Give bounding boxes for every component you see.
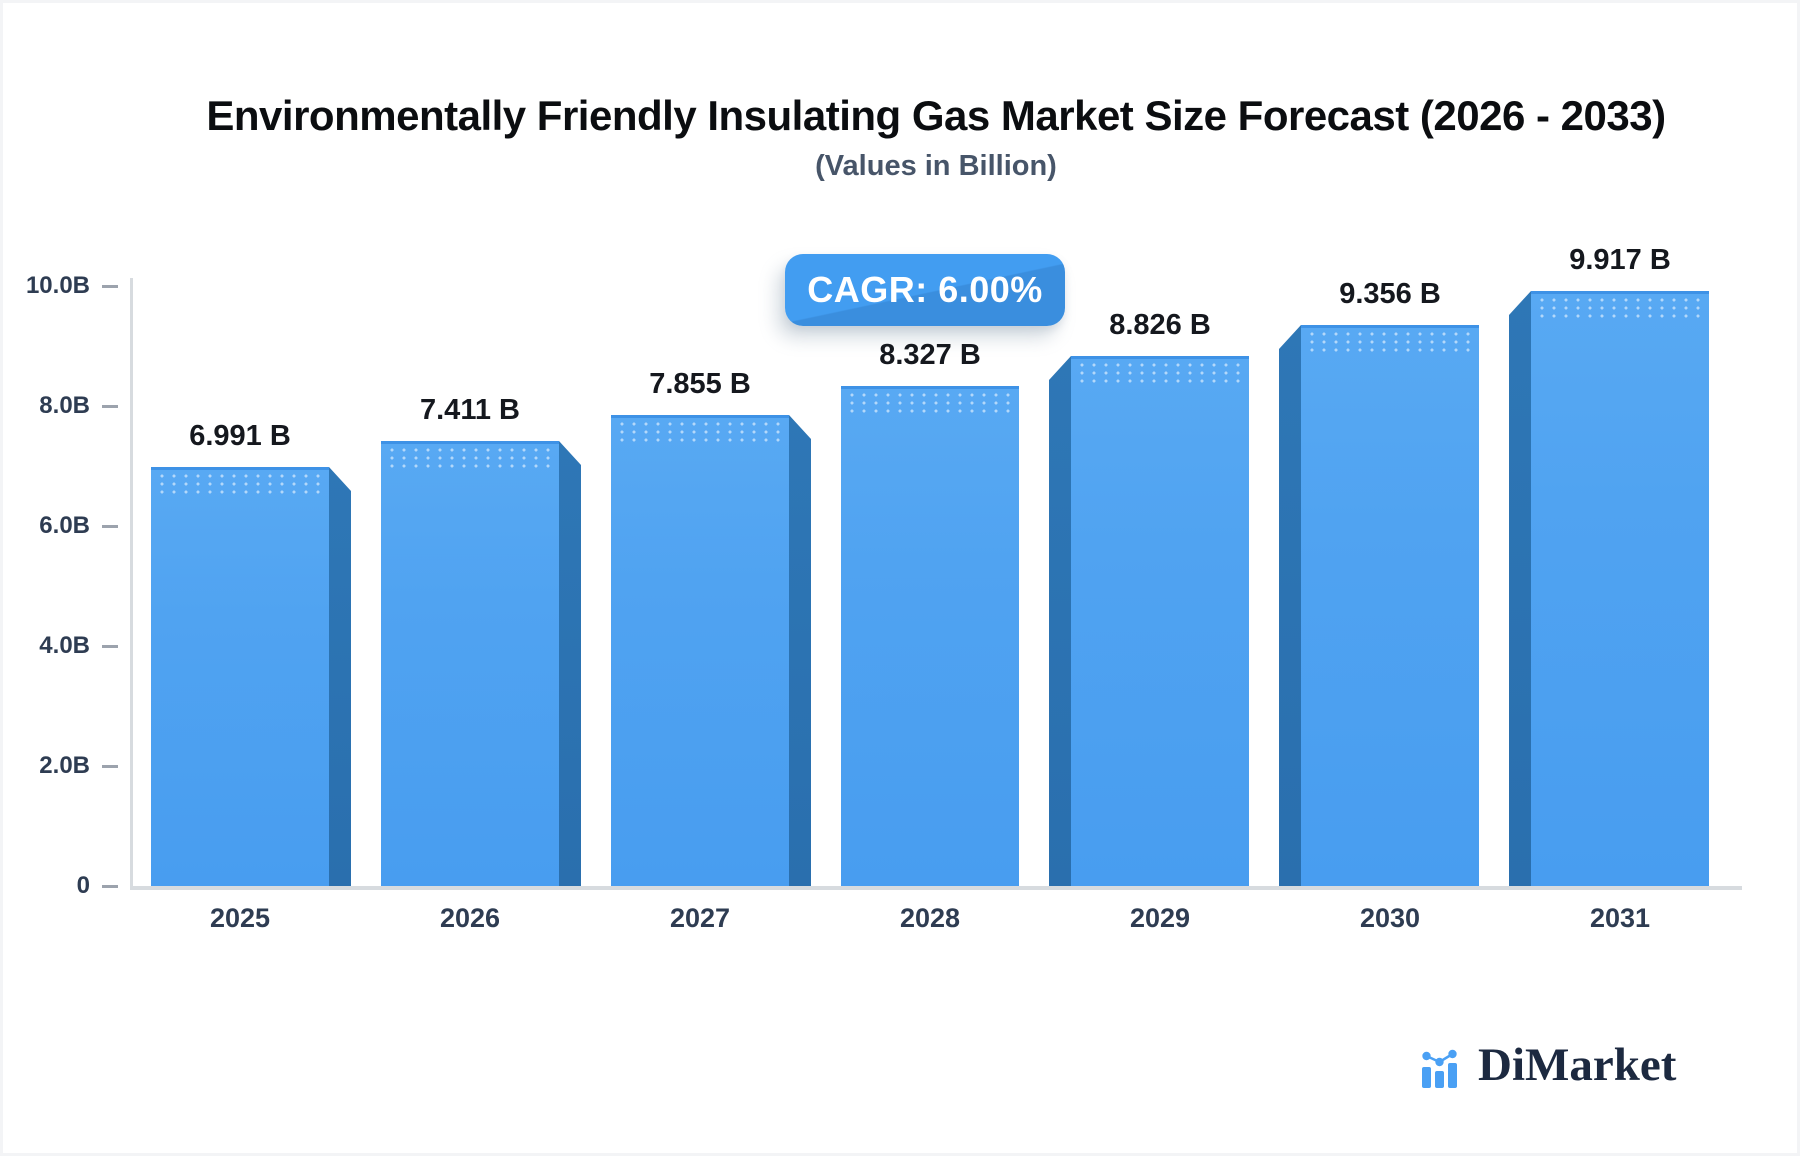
bar-value-label: 9.917 B <box>1569 244 1671 276</box>
y-tick-label: 10.0B <box>25 272 90 299</box>
y-axis-line <box>130 278 133 890</box>
bar-2028[interactable] <box>841 386 1019 886</box>
bar-2029[interactable] <box>1071 356 1249 886</box>
bar-value-label: 8.826 B <box>1109 309 1211 341</box>
x-tick-label: 2025 <box>209 903 271 933</box>
y-tick-label: 4.0B <box>39 632 90 659</box>
bar-3d-side <box>789 415 811 886</box>
y-tick-mark <box>102 405 118 408</box>
bar-2030[interactable] <box>1301 325 1479 886</box>
logo-text: DiMarket <box>1478 1038 1677 1091</box>
bar-2031[interactable] <box>1531 291 1709 886</box>
chart-subtitle: (Values in Billion) <box>815 150 1057 182</box>
bar-3d-side <box>1279 325 1301 886</box>
bar-3d-side <box>1049 356 1071 886</box>
x-tick-label: 2029 <box>1129 903 1191 933</box>
bar-3d-side <box>329 467 351 886</box>
bar-value-label: 9.356 B <box>1339 278 1441 310</box>
y-tick-label: 8.0B <box>39 392 90 419</box>
y-tick-mark <box>102 285 118 288</box>
x-tick-label: 2030 <box>1359 903 1421 933</box>
bar-2027[interactable] <box>611 415 789 886</box>
y-tick-mark <box>102 765 118 768</box>
y-tick-mark <box>102 645 118 648</box>
y-tick-label: 0 <box>76 872 90 899</box>
bar-3d-side <box>1509 291 1531 886</box>
brand-logo[interactable]: DiMarket <box>1420 1036 1676 1094</box>
x-tick-label: 2027 <box>669 903 731 933</box>
bar-2026[interactable] <box>381 441 559 886</box>
cagr-badge: CAGR: 6.00% <box>785 254 1065 326</box>
bar-2025[interactable] <box>151 467 329 886</box>
bar-value-label: 8.327 B <box>879 339 981 371</box>
bar-value-label: 7.411 B <box>420 394 520 426</box>
bar-value-label: 7.855 B <box>649 368 751 400</box>
y-tick-label: 6.0B <box>39 512 90 539</box>
x-axis-line <box>130 886 1742 890</box>
x-tick-label: 2026 <box>439 903 501 933</box>
bar-chart-trend-icon <box>1422 1049 1457 1088</box>
x-tick-label: 2031 <box>1589 903 1651 933</box>
y-tick-mark <box>102 885 118 888</box>
bar-3d-side <box>559 441 581 886</box>
x-tick-label: 2028 <box>899 903 961 933</box>
bar-value-label: 6.991 B <box>189 420 291 452</box>
y-tick-label: 2.0B <box>39 752 90 779</box>
cagr-badge-label: CAGR: 6.00% <box>807 269 1043 310</box>
y-tick-mark <box>102 525 118 528</box>
chart-title: Environmentally Friendly Insulating Gas … <box>206 92 1666 139</box>
